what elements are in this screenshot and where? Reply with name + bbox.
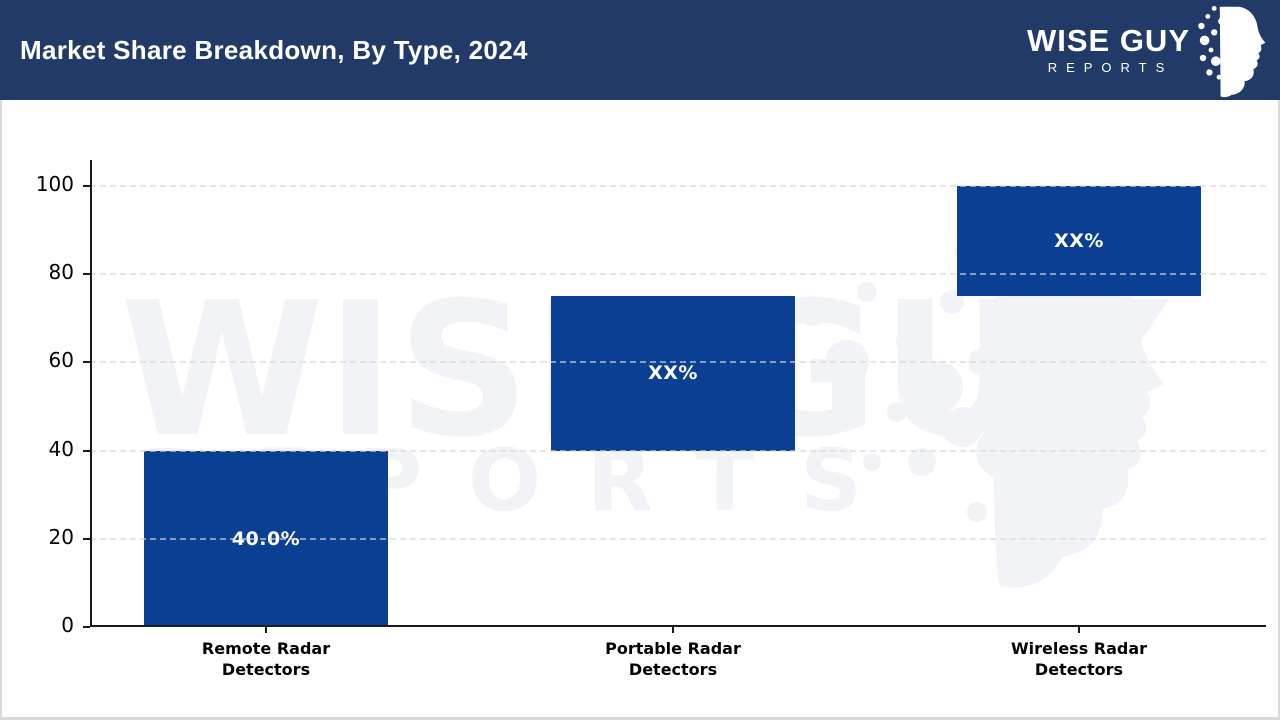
y-tick-mark [83,626,90,628]
bar-value-label: XX% [648,362,698,385]
gridline [90,361,1266,364]
wiseguy-face-icon [1198,6,1266,98]
y-axis-line [90,160,92,627]
y-tick-label: 60 [48,348,74,373]
logo-wordmark: WISE GUY [1026,23,1190,58]
x-tick-mark [1078,627,1080,633]
waterfall-chart: WISE GUY REPORTS 0 20 40 60 80 100 [2,100,1278,717]
x-category-label: Wireless Radar Detectors [1010,639,1148,679]
header-bar: Market Share Breakdown, By Type, 2024 WI… [0,0,1280,100]
page-title: Market Share Breakdown, By Type, 2024 [20,34,528,65]
y-tick-mark [83,273,90,276]
wiseguy-logo: WISE GUY REPORTS [1027,0,1270,100]
y-tick-mark [83,537,90,540]
bar-portable-radar-detectors: XX% [551,296,795,451]
x-tick-mark [672,627,674,633]
logo-text: WISE GUY REPORTS [1026,23,1190,76]
gridline [90,185,1266,187]
y-tick-label: 80 [48,260,74,285]
y-tick-label: 40 [48,436,74,461]
y-tick-mark [83,185,90,187]
x-category-label: Remote Radar Detectors [201,639,331,679]
x-tick-mark [265,627,267,633]
y-tick-label: 0 [61,613,74,637]
y-tick-mark [83,361,90,364]
y-tick-mark [83,449,90,452]
gridline [90,537,1266,540]
logo-subtitle: REPORTS [1047,60,1174,75]
x-category-label: Portable Radar Detectors [605,639,741,679]
x-axis-line [90,625,1266,627]
y-tick-label: 100 [35,172,74,196]
bar-value-label: XX% [1054,230,1104,253]
chart-card: WISE GUY REPORTS 0 20 40 60 80 100 [0,100,1280,720]
bar-wireless-radar-detectors: XX% [957,186,1201,297]
y-tick-label: 20 [48,524,74,549]
gridline [90,273,1266,276]
gridline [90,449,1266,452]
